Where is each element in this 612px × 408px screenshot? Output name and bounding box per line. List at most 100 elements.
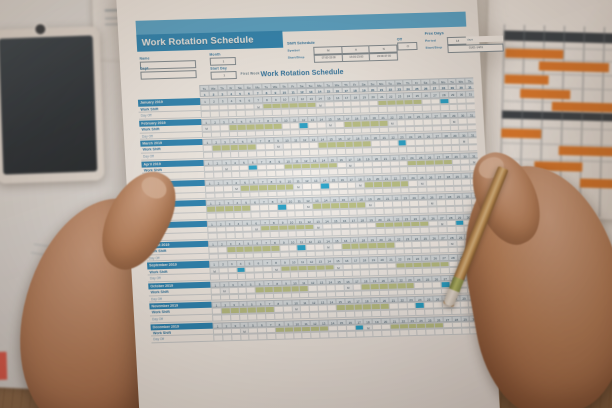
schedule-cell[interactable] [301,332,311,340]
schedule-cell[interactable] [348,229,359,236]
schedule-cell[interactable] [358,249,369,256]
schedule-cell[interactable] [214,192,224,199]
schedule-cell[interactable] [386,268,396,276]
schedule-cell[interactable] [403,247,413,255]
schedule-cell[interactable] [386,105,396,113]
schedule-cell[interactable] [417,186,427,194]
schedule-cell[interactable] [415,308,425,316]
schedule-cell[interactable] [342,106,352,114]
schedule-cell[interactable] [209,273,219,281]
schedule-cell[interactable] [448,103,458,111]
schedule-cell[interactable] [274,169,285,177]
schedule-cell[interactable] [467,123,477,131]
schedule-cell[interactable] [415,145,425,153]
schedule-cell[interactable] [269,231,279,239]
schedule-cell[interactable] [325,290,336,298]
schedule-cell[interactable] [362,147,372,154]
schedule-cell[interactable] [337,188,348,196]
schedule-cell[interactable] [218,273,228,281]
schedule-cell[interactable] [410,227,421,235]
schedule-cell[interactable] [210,293,221,301]
schedule-cell[interactable] [357,228,368,236]
schedule-cell[interactable] [321,209,331,217]
schedule-cell[interactable] [265,312,275,320]
schedule-cell[interactable] [287,230,297,238]
schedule-cell[interactable] [405,125,415,133]
schedule-cell[interactable] [334,127,344,135]
schedule-cell[interactable] [230,171,240,179]
schedule-cell[interactable] [281,129,291,136]
schedule-cell[interactable] [344,147,354,155]
schedule-cell[interactable] [285,210,296,218]
schedule-cell[interactable] [452,185,463,193]
schedule-cell[interactable] [307,128,318,136]
schedule-cell[interactable] [460,164,470,172]
schedule-cell[interactable] [316,128,326,135]
schedule-cell[interactable] [317,291,327,298]
schedule-cell[interactable] [341,249,351,257]
schedule-cell[interactable] [406,308,416,316]
schedule-cell[interactable] [388,309,399,317]
schedule-cell[interactable] [400,207,411,215]
schedule-cell[interactable] [241,211,251,219]
schedule-cell[interactable] [253,109,263,117]
schedule-cell[interactable] [338,208,349,216]
schedule-cell[interactable] [297,250,307,258]
schedule-cell[interactable] [237,293,247,301]
schedule-cell[interactable] [398,166,408,174]
schedule-cell[interactable] [205,192,215,200]
schedule-cell[interactable] [355,188,365,195]
schedule-cell[interactable] [326,311,337,318]
schedule-cell[interactable] [300,148,310,156]
schedule-cell[interactable] [396,288,406,296]
schedule-cell[interactable] [443,328,453,336]
schedule-cell[interactable] [315,270,326,278]
schedule-cell[interactable] [433,308,443,315]
schedule-cell[interactable] [354,330,364,338]
schedule-cell[interactable] [257,170,267,178]
schedule-cell[interactable] [227,273,237,280]
schedule-cell[interactable] [437,226,447,234]
schedule-cell[interactable] [404,105,414,113]
schedule-cell[interactable] [211,151,221,159]
schedule-cell[interactable] [409,206,419,214]
schedule-cell[interactable] [304,230,314,238]
schedule-cell[interactable] [395,268,405,276]
schedule-cell[interactable] [300,311,310,319]
schedule-cell[interactable] [359,106,370,114]
schedule-cell[interactable] [369,126,380,134]
schedule-cell[interactable] [324,107,334,115]
schedule-cell[interactable] [247,150,257,158]
schedule-cell[interactable] [399,186,409,194]
schedule-cell[interactable] [302,189,312,197]
schedule-cell[interactable] [336,331,347,339]
schedule-cell[interactable] [293,189,303,197]
schedule-cell[interactable] [229,150,239,158]
schedule-cell[interactable] [244,109,255,117]
schedule-cell[interactable] [207,232,217,240]
schedule-cell[interactable] [263,292,274,300]
schedule-cell[interactable] [407,329,417,337]
schedule-cell[interactable] [255,292,265,300]
schedule-cell[interactable] [315,107,325,115]
schedule-cell[interactable] [424,308,434,316]
schedule-cell[interactable] [292,332,302,340]
rotation-grid[interactable]: Tu We Th Fr Sa Su Mo Tu We Th Fr Sa Su Mo Tu We Th Fr Sa Su… [137,77,488,344]
schedule-cell[interactable] [407,166,417,174]
schedule-cell[interactable] [340,229,350,237]
schedule-cell[interactable] [342,269,352,277]
schedule-cell[interactable] [329,188,339,196]
schedule-cell[interactable] [246,130,256,137]
schedule-cell[interactable] [289,108,299,116]
schedule-cell[interactable] [317,148,328,156]
schedule-cell[interactable] [365,208,375,216]
schedule-cell[interactable] [332,249,342,257]
schedule-cell[interactable] [367,248,378,256]
schedule-cell[interactable] [345,330,356,338]
schedule-cell[interactable] [291,312,301,319]
schedule-cell[interactable] [430,267,441,275]
schedule-cell[interactable] [238,150,248,158]
schedule-cell[interactable] [376,248,386,256]
schedule-cell[interactable] [283,332,294,340]
schedule-cell[interactable] [268,210,278,218]
